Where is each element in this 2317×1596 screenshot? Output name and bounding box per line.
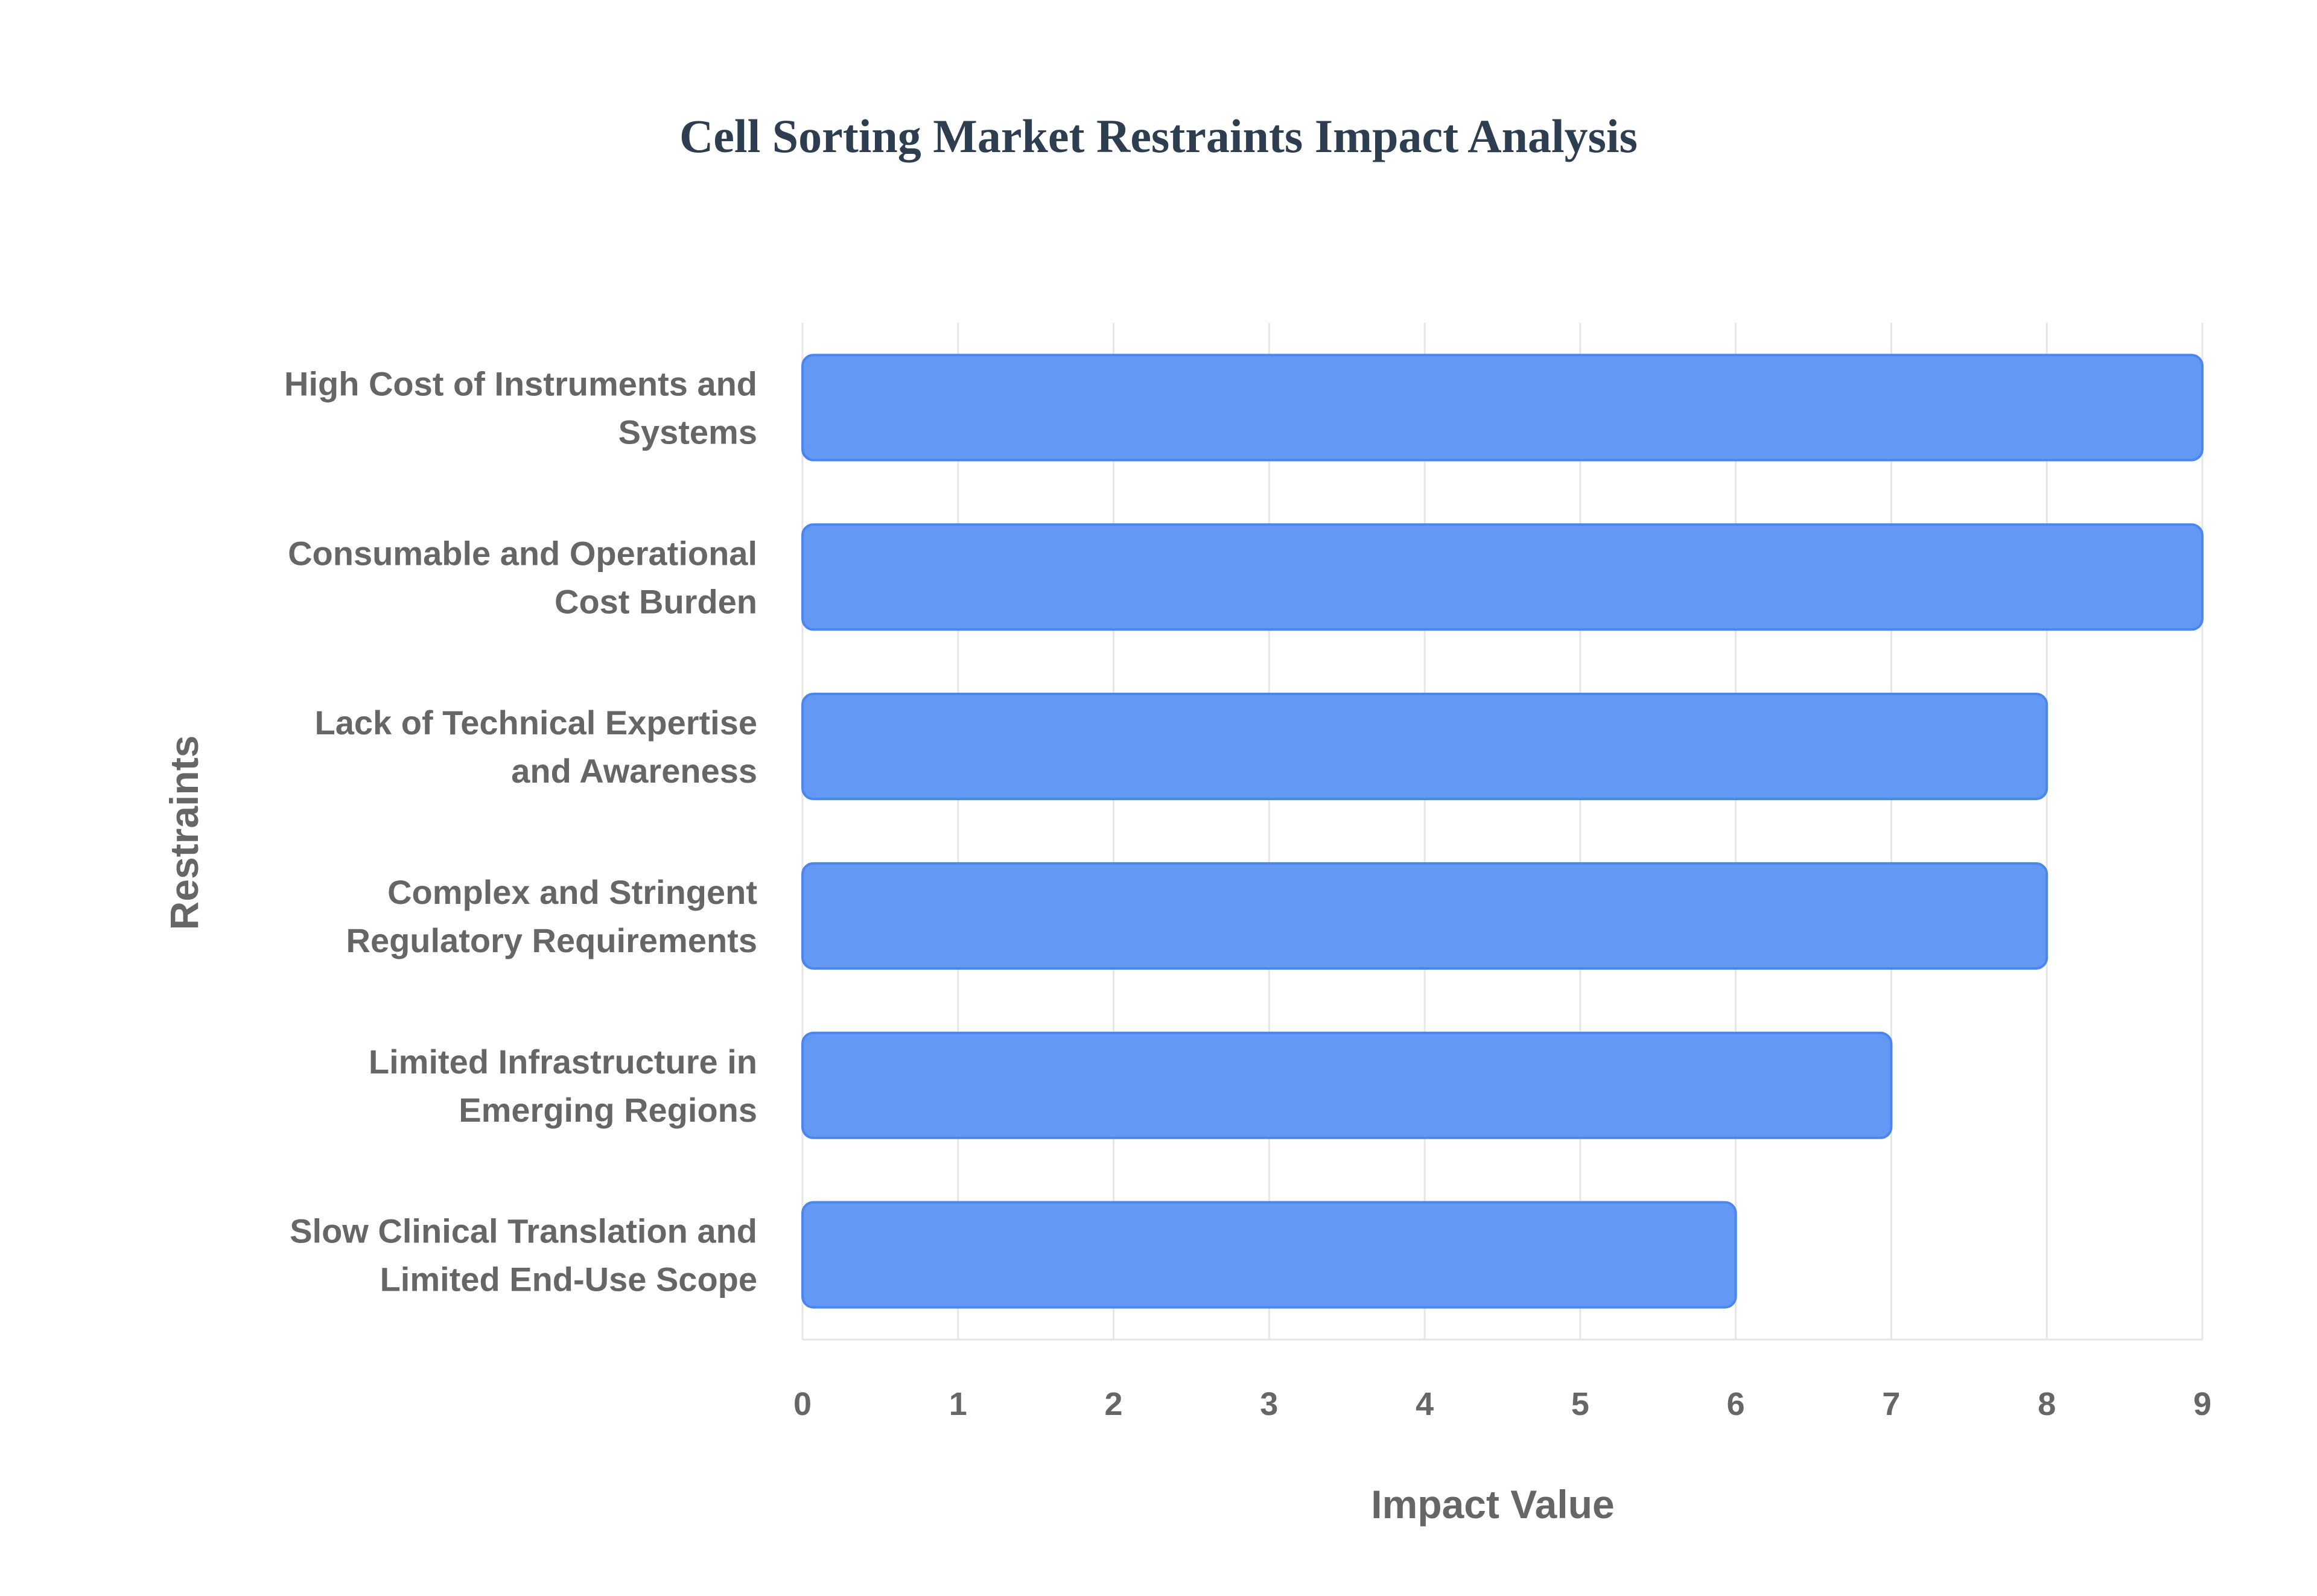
bar <box>801 523 2204 631</box>
category-label-line: Limited End-Use Scope <box>380 1261 757 1299</box>
x-tick-label: 8 <box>2038 1386 2056 1422</box>
x-tick-labels: 0 1 2 3 4 5 6 7 8 9 <box>793 1386 2211 1422</box>
category-label-line: Lack of Technical Expertise <box>315 704 757 742</box>
x-tick-label: 1 <box>949 1386 967 1422</box>
category-label-line: Emerging Regions <box>459 1091 757 1129</box>
category-label-line: Consumable and Operational <box>288 534 757 572</box>
x-tick-label: 6 <box>1727 1386 1745 1422</box>
x-tick-label: 2 <box>1105 1386 1123 1422</box>
bar <box>801 1031 1893 1139</box>
category-label-line: Cost Burden <box>555 582 757 620</box>
bar <box>801 862 2048 970</box>
category-label: Slow Clinical Translation and Limited End… <box>290 1212 757 1299</box>
category-label: Limited Infrastructure in Emerging Region… <box>369 1043 757 1129</box>
x-tick-label: 4 <box>1416 1386 1434 1422</box>
bar <box>801 693 2048 801</box>
category-label-line: Regulatory Requirements <box>346 921 758 959</box>
category-label: Lack of Technical Expertise and Awareness <box>315 704 757 790</box>
x-tick-label: 3 <box>1260 1386 1278 1422</box>
category-label: High Cost of Instruments and Systems <box>284 364 757 451</box>
x-tick-label: 7 <box>1882 1386 1900 1422</box>
bars <box>801 354 2204 1309</box>
category-label-line: Slow Clinical Translation and <box>290 1212 757 1250</box>
category-label: Complex and Stringent Regulatory Requirem… <box>346 873 758 959</box>
y-axis-title: Restraints <box>162 736 206 930</box>
category-label-line: Complex and Stringent <box>387 873 757 911</box>
x-tick-label: 0 <box>793 1386 812 1422</box>
bar <box>801 1201 1737 1309</box>
x-axis-title: Impact Value <box>1371 1482 1615 1527</box>
category-label-line: and Awareness <box>511 752 757 790</box>
bar <box>801 354 2204 462</box>
category-label-line: Systems <box>618 413 757 451</box>
category-label-line: High Cost of Instruments and <box>284 364 757 402</box>
category-labels: High Cost of Instruments and Systems Consu… <box>284 364 757 1298</box>
category-label-line: Limited Infrastructure in <box>369 1043 757 1081</box>
x-tick-label: 9 <box>2193 1386 2211 1422</box>
grid <box>801 323 2204 1341</box>
x-tick-label: 5 <box>1571 1386 1589 1422</box>
category-label: Consumable and Operational Cost Burden <box>288 534 757 620</box>
chart-title: Cell Sorting Market Restraints Impact An… <box>679 110 1638 162</box>
